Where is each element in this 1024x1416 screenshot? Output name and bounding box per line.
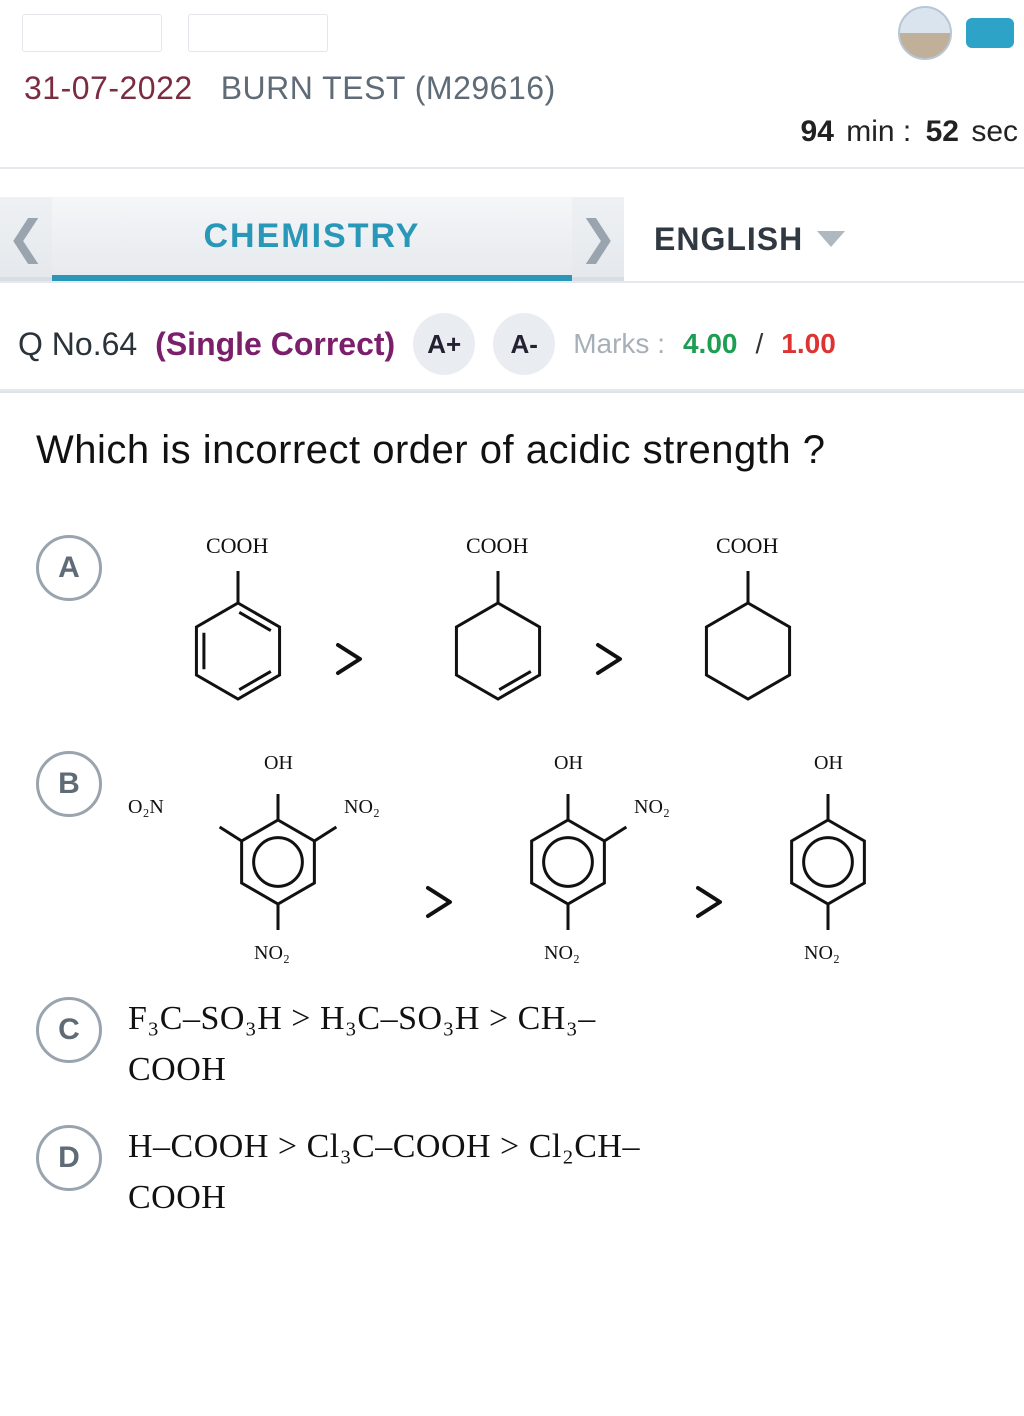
option-b-structures: OH O₂N NO₂ NO₂ OH NO₂ NO₂ OH NO₂ [128,747,948,967]
option-c-line1: F₃C–SO₃H > H₃C–SO₃H > CH₃– [128,993,988,1044]
prev-subject-button[interactable]: ❮ [0,197,52,281]
svg-text:OH: OH [814,752,843,774]
option-c[interactable]: C F₃C–SO₃H > H₃C–SO₃H > CH₃– COOH [36,993,988,1095]
question-meta-row: Q No.64 (Single Correct) A+ A- Marks : 4… [0,283,1024,389]
svg-text:NO₂: NO₂ [634,796,670,818]
option-a-structures: COOH COOH COOH [128,531,888,721]
timer-min-label: min : [846,115,911,148]
option-b-bubble: B [36,751,102,817]
option-a[interactable]: A COOH COOH COOH [36,531,988,721]
timer-sec-label: sec [971,115,1018,148]
marks-positive: 4.00 [683,328,738,360]
option-c-line2: COOH [128,1044,988,1095]
test-date: 31-07-2022 [24,70,193,107]
option-a-body: COOH COOH COOH [128,531,988,721]
svg-text:COOH: COOH [206,533,268,558]
svg-text:O₂N: O₂N [128,796,164,818]
svg-text:COOH: COOH [716,533,778,558]
marks-label: Marks : [573,328,665,360]
svg-text:NO₂: NO₂ [344,796,380,818]
svg-text:NO₂: NO₂ [544,942,580,964]
header-band: 31-07-2022 BURN TEST (M29616) [0,60,1024,115]
option-c-bubble: C [36,997,102,1063]
option-b[interactable]: B OH O₂N NO₂ NO₂ OH NO₂ NO₂ OH NO₂ [36,747,988,967]
question-type: (Single Correct) [155,326,395,363]
option-c-body: F₃C–SO₃H > H₃C–SO₃H > CH₃– COOH [128,993,988,1095]
svg-text:OH: OH [264,752,293,774]
subject-tab-chemistry[interactable]: CHEMISTRY [52,197,572,281]
svg-text:NO₂: NO₂ [804,942,840,964]
svg-text:COOH: COOH [466,533,528,558]
option-d-bubble: D [36,1125,102,1191]
marks-negative: 1.00 [781,328,836,360]
chevron-down-icon [817,231,845,247]
language-select[interactable]: ENGLISH [624,197,1024,281]
question-text: Which is incorrect order of acidic stren… [0,393,1024,491]
question-number: Q No.64 [18,326,137,363]
option-a-bubble: A [36,535,102,601]
top-box-1 [22,14,162,52]
avatar[interactable] [898,6,952,60]
font-decrease-button[interactable]: A- [493,313,555,375]
top-action-pill[interactable] [966,18,1014,48]
next-subject-button[interactable]: ❯ [572,197,624,281]
divider-1 [0,167,1024,169]
subject-bar: ❮ CHEMISTRY ❯ ENGLISH [0,197,1024,281]
marks-slash: / [755,328,763,360]
options-container: A COOH COOH COOH B OH O₂N NO₂ NO₂ OH NO₂ NO₂ OH NO… [0,491,1024,1259]
top-box-2 [188,14,328,52]
option-b-body: OH O₂N NO₂ NO₂ OH NO₂ NO₂ OH NO₂ [128,747,988,967]
option-d-line2: COOH [128,1172,988,1223]
timer: 94 min : 52 sec [0,115,1024,149]
top-partial-row [0,0,1024,60]
option-d[interactable]: D H–COOH > Cl₃C–COOH > Cl₂CH– COOH [36,1121,988,1223]
svg-text:NO₂: NO₂ [254,942,290,964]
font-increase-button[interactable]: A+ [413,313,475,375]
option-d-body: H–COOH > Cl₃C–COOH > Cl₂CH– COOH [128,1121,988,1223]
svg-text:OH: OH [554,752,583,774]
timer-min: 94 [801,115,834,148]
timer-sec: 52 [926,115,959,148]
option-d-line1: H–COOH > Cl₃C–COOH > Cl₂CH– [128,1121,988,1172]
language-label: ENGLISH [654,221,803,258]
test-name: BURN TEST (M29616) [221,70,556,107]
